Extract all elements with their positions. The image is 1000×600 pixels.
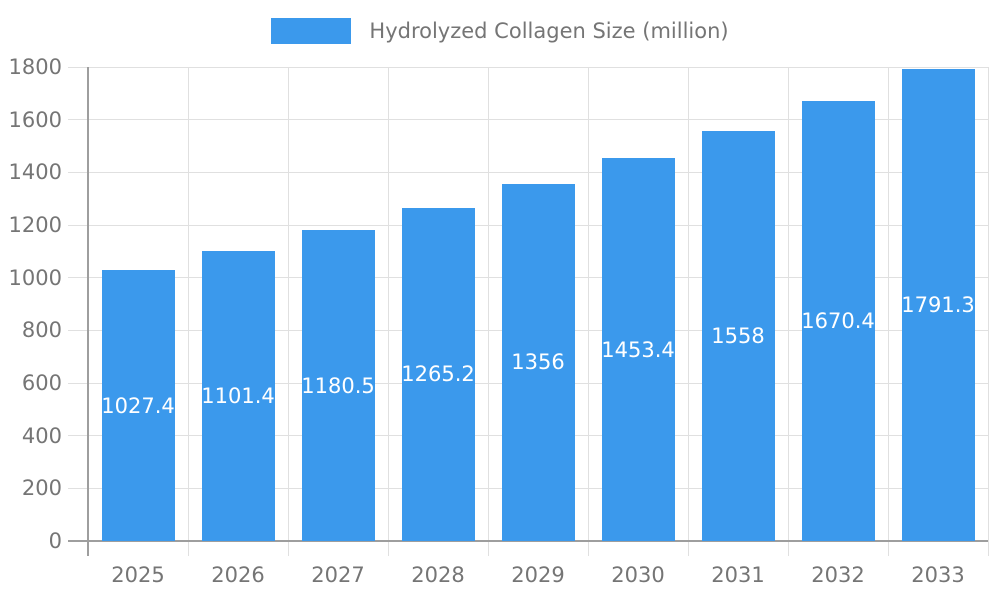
y-axis-tick-label: 1400: [8, 160, 62, 185]
bar[interactable]: 1101.4: [201, 250, 275, 541]
bar[interactable]: 1265.2: [401, 207, 475, 541]
gridline-horizontal: [68, 171, 988, 173]
x-axis-tick-label: 2029: [511, 563, 565, 587]
x-axis-tick-label: 2030: [611, 563, 665, 587]
gridline-vertical: [187, 67, 189, 556]
bar-value-label: 1180.5: [301, 373, 375, 398]
gridline-vertical: [587, 67, 589, 556]
bar-value-label: 1356: [511, 350, 565, 375]
gridline-vertical: [487, 67, 489, 556]
x-axis-tick-label: 2026: [211, 563, 265, 587]
x-axis-tick-label: 2028: [411, 563, 465, 587]
x-axis-line: [68, 540, 988, 542]
bar-value-label: 1670.4: [801, 309, 875, 334]
bar[interactable]: 1453.4: [601, 158, 675, 541]
y-axis-tick-label: 1800: [8, 55, 62, 79]
y-axis-tick-label: 1000: [8, 265, 62, 290]
y-axis-tick-label: 400: [21, 423, 62, 448]
y-axis-line: [87, 67, 89, 556]
y-axis-tick-label: 600: [21, 371, 62, 395]
bar-value-label: 1101.4: [201, 383, 275, 408]
gridline-vertical: [687, 67, 689, 556]
y-axis-tick-label: 1600: [8, 107, 62, 132]
gridline-vertical: [387, 67, 389, 556]
bar-value-label: 1027.4: [101, 393, 175, 418]
x-axis-tick-label: 2033: [911, 563, 965, 587]
bar[interactable]: 1027.4: [101, 270, 175, 541]
x-axis-tick-label: 2031: [711, 563, 765, 587]
legend-label: Hydrolyzed Collagen Size (million): [369, 19, 729, 43]
x-axis-tick-label: 2027: [311, 563, 365, 587]
bar[interactable]: 1670.4: [801, 101, 875, 541]
y-axis-tick-label: 800: [21, 318, 62, 343]
bar-value-label: 1558: [711, 323, 765, 348]
bar[interactable]: 1791.3: [901, 69, 975, 541]
bar[interactable]: 1558: [701, 130, 775, 541]
gridline-vertical: [887, 67, 889, 556]
bar-value-label: 1453.4: [601, 337, 675, 362]
bar-value-label: 1265.2: [401, 362, 475, 387]
y-axis-tick-label: 1200: [8, 213, 62, 237]
bar[interactable]: 1356: [501, 183, 575, 541]
x-axis-tick-label: 2025: [111, 563, 165, 587]
bar-value-label: 1791.3: [901, 293, 975, 318]
y-axis-tick-label: 200: [21, 476, 62, 501]
x-axis-tick-label: 2032: [811, 563, 865, 587]
legend-swatch[interactable]: [271, 18, 352, 44]
bar[interactable]: 1180.5: [301, 230, 375, 541]
gridline-vertical: [287, 67, 289, 556]
gridline-horizontal: [68, 66, 988, 68]
gridline-vertical: [787, 67, 789, 556]
gridline-vertical: [987, 67, 989, 556]
chart-legend: Hydrolyzed Collagen Size (million): [0, 17, 1000, 45]
gridline-horizontal: [68, 119, 988, 121]
y-axis-tick-label: 0: [48, 529, 62, 553]
